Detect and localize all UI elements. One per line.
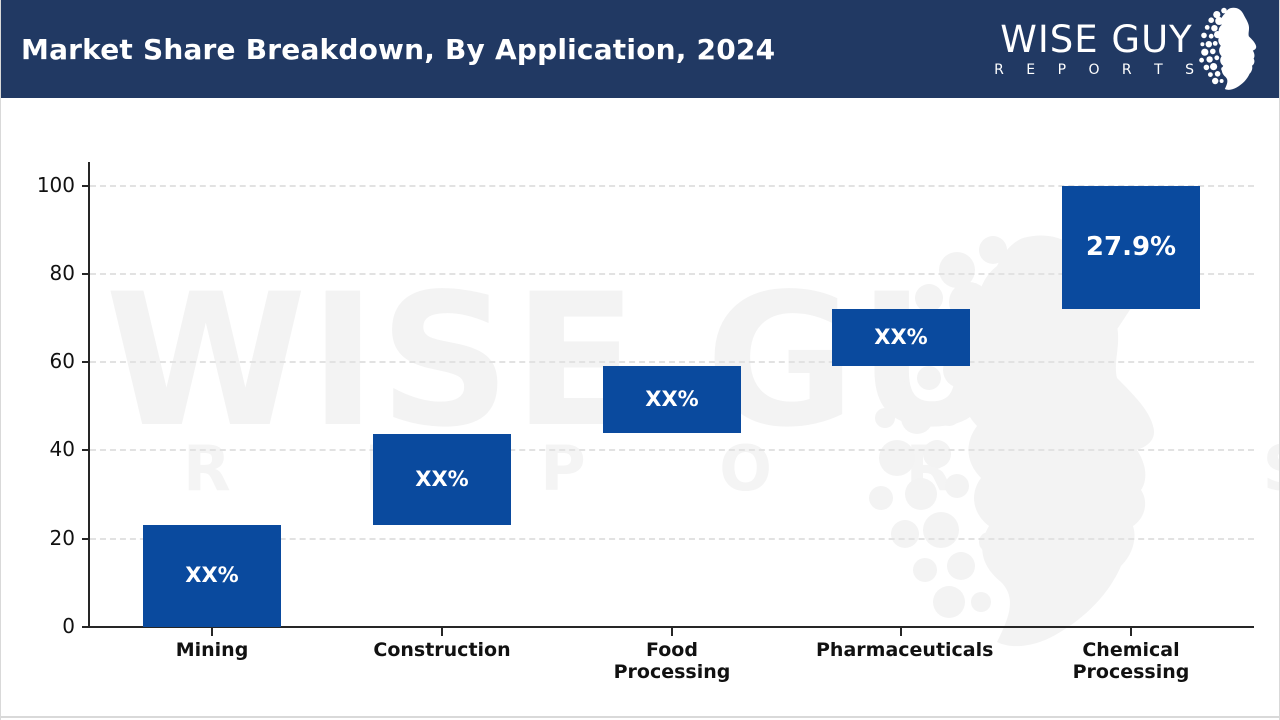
y-tick-40 [82,449,89,452]
bar-mining[interactable] [143,525,281,627]
page-title: Market Share Breakdown, By Application, … [21,32,776,66]
waterfall-chart: 0 20 40 60 80 100 XX% Mining XX% Construction XX% F… [1,98,1279,720]
y-tick-label: 0 [62,614,75,638]
gridline-100 [90,184,1254,187]
x-axis-line [88,626,1254,628]
logo-subtitle: R E P O R T S [994,62,1203,78]
y-tick-20 [82,537,89,540]
bottom-divider [1,716,1279,718]
y-axis-line [88,162,90,628]
y-tick-label: 40 [49,437,75,462]
bar-value-label: 27.9% [1085,231,1177,262]
bar-pharmaceuticals[interactable] [832,309,970,367]
y-tick-100 [82,184,89,187]
gridline-80 [90,272,1254,275]
bar-food-processing[interactable] [603,366,741,434]
bar-value-label: XX% [415,466,469,491]
y-tick-label: 60 [49,349,75,374]
x-category-label: Pharmaceuticals [816,639,994,661]
x-category-label: Food Processing [613,639,731,683]
x-tick-3 [671,628,673,636]
wise-guy-reports-logo: WISE GUY R E P O R T S [990,5,1263,93]
gridline-20 [90,537,1254,540]
logo-text: WISE GUY R E P O R T S [990,21,1203,77]
x-tick-5 [1130,628,1132,636]
bar-value-label: XX% [874,324,928,349]
x-category-label: Chemical Processing [1072,639,1190,683]
y-tick-60 [82,361,89,364]
y-tick-0 [82,626,89,628]
x-tick-1 [211,628,213,636]
bar-chemical-processing[interactable] [1062,185,1200,310]
y-tick-label: 20 [49,525,75,550]
logo-wordmark: WISE GUY [1000,18,1193,61]
header-bar: Market Share Breakdown, By Application, … [1,0,1279,98]
y-tick-80 [82,272,89,275]
bar-value-label: XX% [645,386,699,411]
x-tick-2 [441,628,443,636]
x-category-label: Construction [373,639,511,661]
y-tick-label: 80 [49,260,75,285]
watermark-head-profile-icon [869,235,1155,647]
gridline-40 [90,449,1254,452]
bar-value-label: XX% [185,563,239,587]
y-tick-label: 100 [36,172,75,197]
x-category-label: Mining [175,639,249,661]
bar-construction[interactable] [373,434,511,525]
gridline-60 [90,361,1254,364]
x-tick-4 [900,628,902,636]
logo-head-profile-icon [1199,7,1257,90]
